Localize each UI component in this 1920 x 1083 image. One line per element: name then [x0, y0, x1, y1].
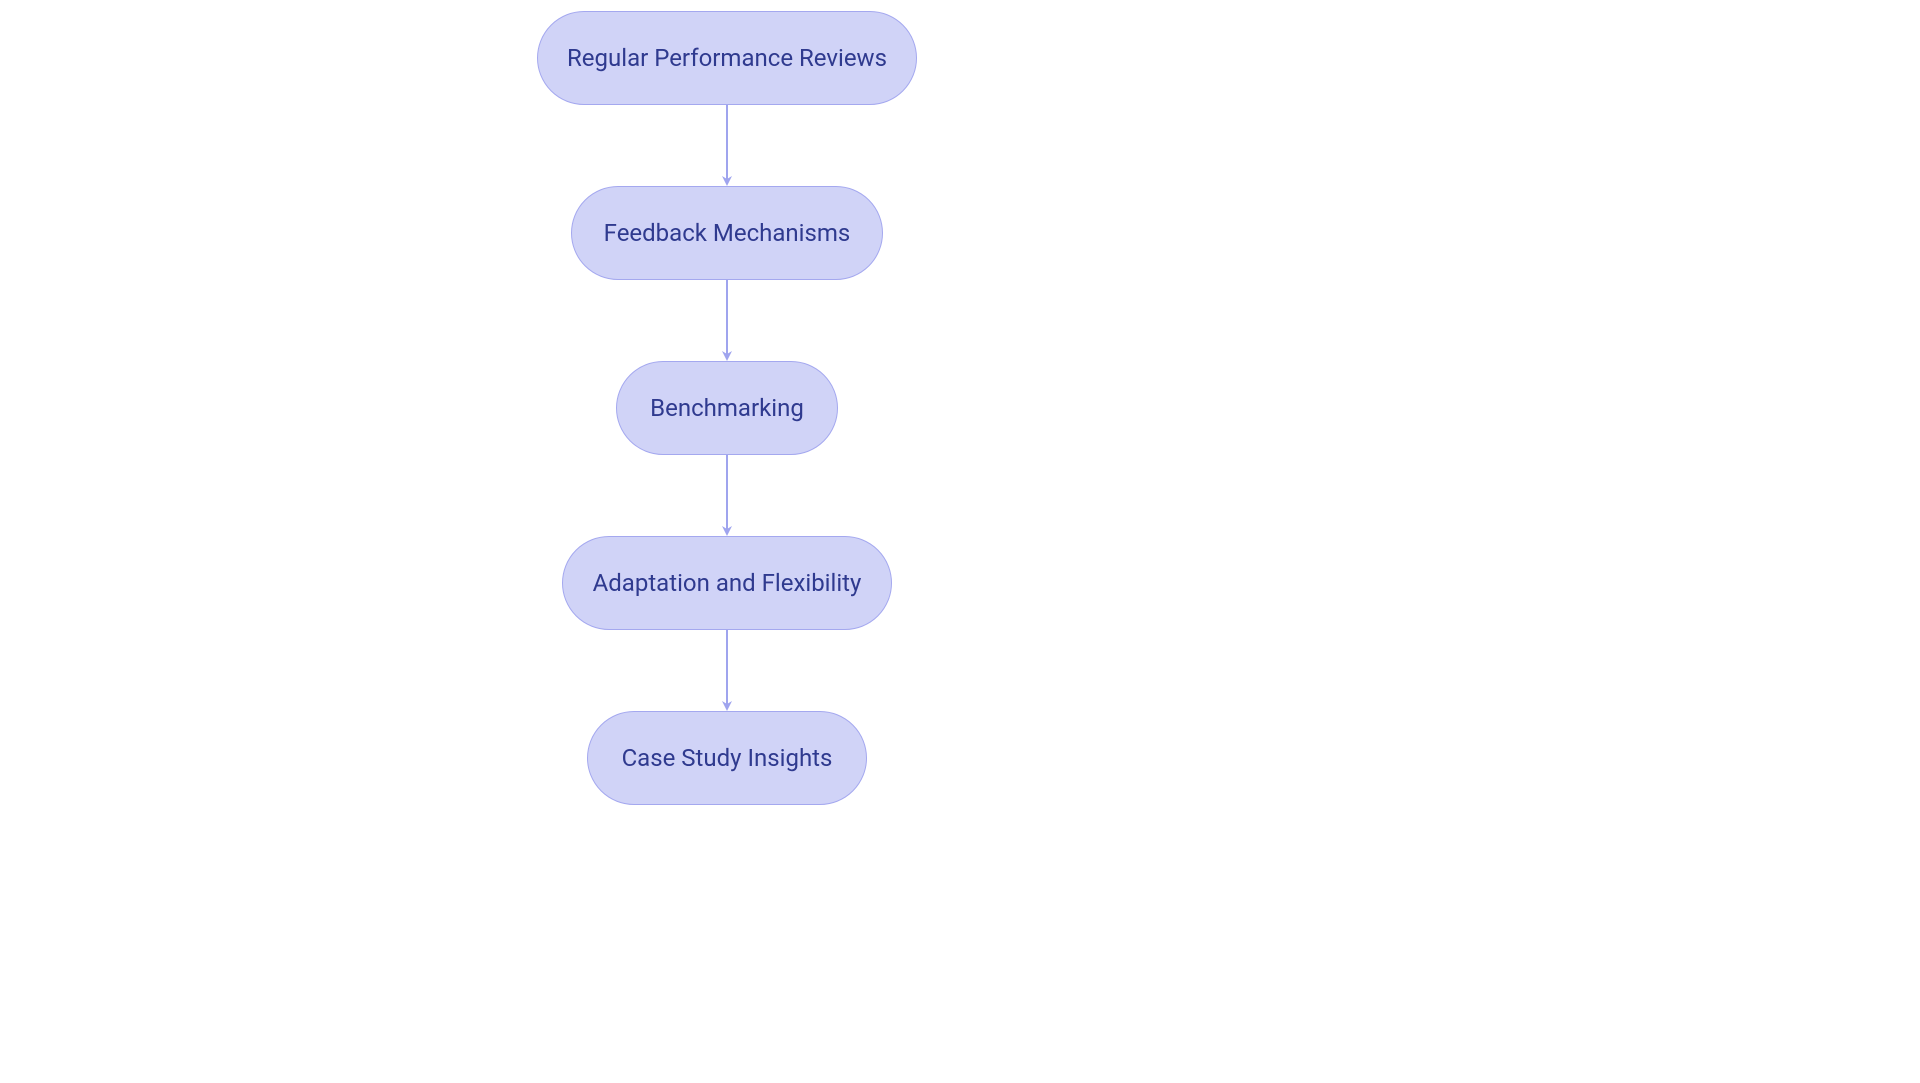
flowchart-node: Benchmarking	[616, 361, 838, 455]
flowchart-node: Feedback Mechanisms	[571, 186, 883, 280]
flowchart-canvas: Regular Performance Reviews Feedback Mech…	[0, 0, 1920, 1083]
flowchart-node: Adaptation and Flexibility	[562, 536, 892, 630]
flowchart-node: Regular Performance Reviews	[537, 11, 917, 105]
flowchart-node: Case Study Insights	[587, 711, 867, 805]
edges-layer	[0, 0, 1920, 1083]
